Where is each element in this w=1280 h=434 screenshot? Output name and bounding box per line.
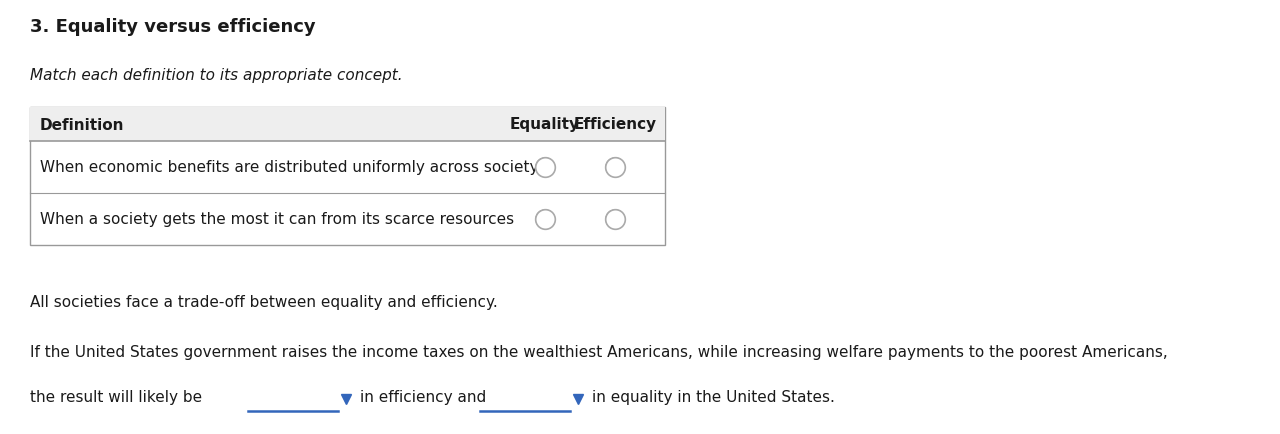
Bar (29, 108, 666, 246)
Point (604, 216, 625, 223)
Text: the result will likely be: the result will likely be (29, 389, 202, 404)
Text: When economic benefits are distributed uniformly across society: When economic benefits are distributed u… (40, 160, 539, 175)
Bar (29, 108, 666, 141)
Text: If the United States government raises the income taxes on the wealthiest Americ: If the United States government raises t… (29, 344, 1167, 359)
Point (535, 164, 556, 171)
Text: Equality: Equality (509, 117, 580, 132)
Text: When a society gets the most it can from its scarce resources: When a society gets the most it can from… (40, 212, 515, 227)
Text: 3. Equality versus efficiency: 3. Equality versus efficiency (29, 18, 316, 36)
Text: Efficiency: Efficiency (573, 117, 657, 132)
Text: Match each definition to its appropriate concept.: Match each definition to its appropriate… (29, 68, 403, 83)
Text: Definition: Definition (40, 117, 124, 132)
Point (535, 216, 556, 223)
Point (604, 164, 625, 171)
Text: in efficiency and: in efficiency and (360, 389, 486, 404)
Text: in equality in the United States.: in equality in the United States. (591, 389, 835, 404)
Text: All societies face a trade-off between equality and efficiency.: All societies face a trade-off between e… (29, 294, 498, 309)
